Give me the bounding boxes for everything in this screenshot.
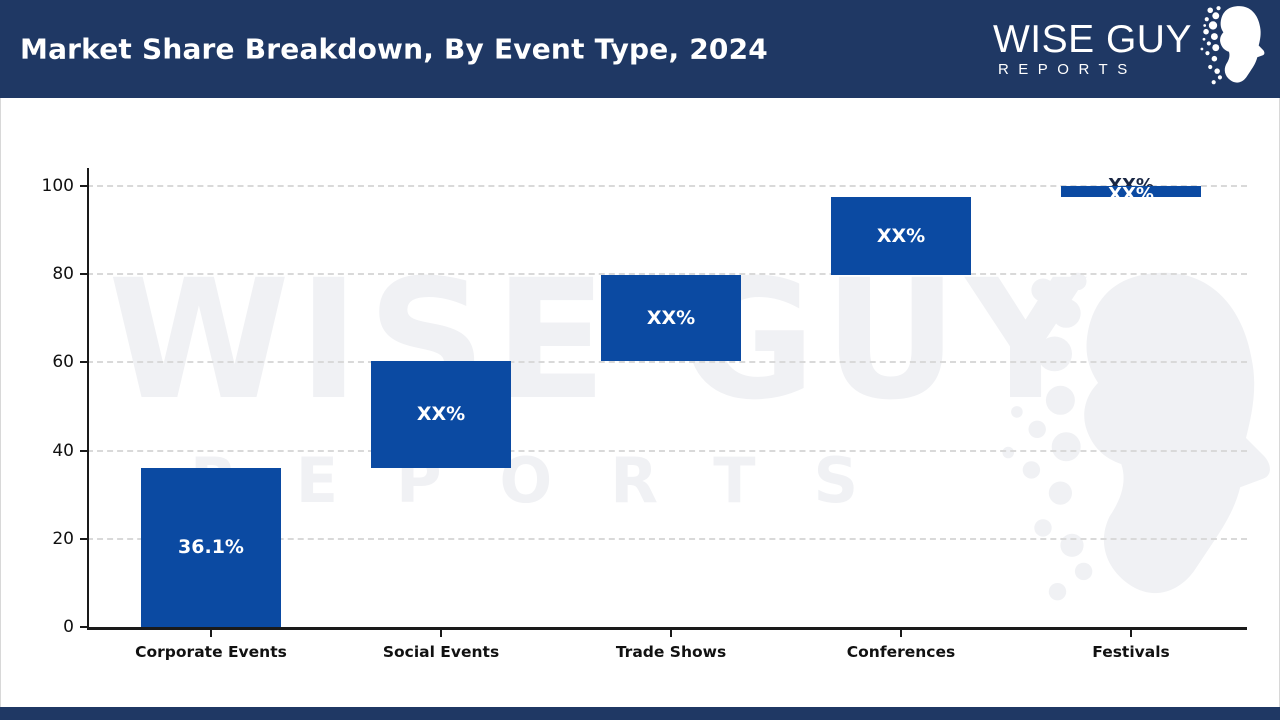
gridline: [87, 449, 1247, 452]
bar-conferences: [831, 197, 971, 275]
watermark-head-icon: [985, 210, 1275, 695]
y-axis-tick: [80, 273, 87, 276]
watermark-text-line2: REPORTS: [190, 444, 917, 517]
x-axis-tick: [440, 630, 442, 637]
y-axis-line: [87, 168, 89, 630]
gridline: [87, 537, 1247, 540]
chart-title: Market Share Breakdown, By Event Type, 2…: [20, 32, 768, 66]
x-tick-label: Trade Shows: [615, 643, 727, 661]
y-tick-label: 0: [63, 617, 74, 637]
bar-value-label: XX%: [876, 225, 926, 248]
gridline: [87, 273, 1247, 276]
x-tick-label: Social Events: [382, 643, 500, 661]
y-tick-label: 20: [52, 528, 74, 549]
y-axis-tick: [80, 361, 87, 364]
bar-value-label: XX%: [646, 306, 696, 329]
bar-value-label: XX%: [416, 403, 466, 426]
x-tick-label: Conferences: [846, 643, 956, 661]
bar-trade-shows: [601, 274, 741, 361]
gridline: [87, 185, 1247, 187]
y-tick-label: 40: [52, 440, 74, 461]
x-tick-label: Festivals: [1092, 643, 1170, 661]
watermark-text-line1: WISE GUY: [108, 244, 1094, 436]
brand-name: WISE GUY: [992, 18, 1192, 62]
footer-bar: [0, 707, 1280, 720]
y-tick-label: 100: [41, 176, 74, 196]
bar-value-label: 36.1%: [178, 536, 244, 559]
brand-logo: WISE GUY REPORTS: [993, 4, 1268, 94]
brand-head-icon: [1194, 4, 1268, 94]
bar-corporate-events: [141, 467, 281, 627]
y-tick-label: 60: [52, 352, 74, 373]
x-axis-tick: [1130, 630, 1132, 637]
header-bar: Market Share Breakdown, By Event Type, 2…: [0, 0, 1280, 98]
brand-text: WISE GUY REPORTS: [992, 18, 1192, 78]
x-axis-tick: [670, 630, 672, 637]
x-axis-line: [87, 627, 1247, 630]
bar-value-label: XX%: [1108, 184, 1154, 205]
plot-area: WISE GUY REPORTS 0 20 40 60 80 100 Corporate E…: [0, 98, 1280, 720]
y-axis-tick: [80, 449, 87, 452]
x-axis-tick: [210, 630, 212, 637]
brand-sub: REPORTS: [997, 60, 1137, 78]
gridline: [87, 361, 1247, 364]
x-axis-tick: [900, 630, 902, 637]
bar-social-events: [371, 360, 511, 468]
y-tick-label: 80: [52, 264, 74, 285]
y-axis-tick: [80, 626, 87, 628]
x-tick-label: Corporate Events: [135, 643, 287, 661]
y-axis-tick: [80, 185, 87, 187]
bar-festivals: [1061, 186, 1201, 198]
y-axis-tick: [80, 537, 87, 540]
